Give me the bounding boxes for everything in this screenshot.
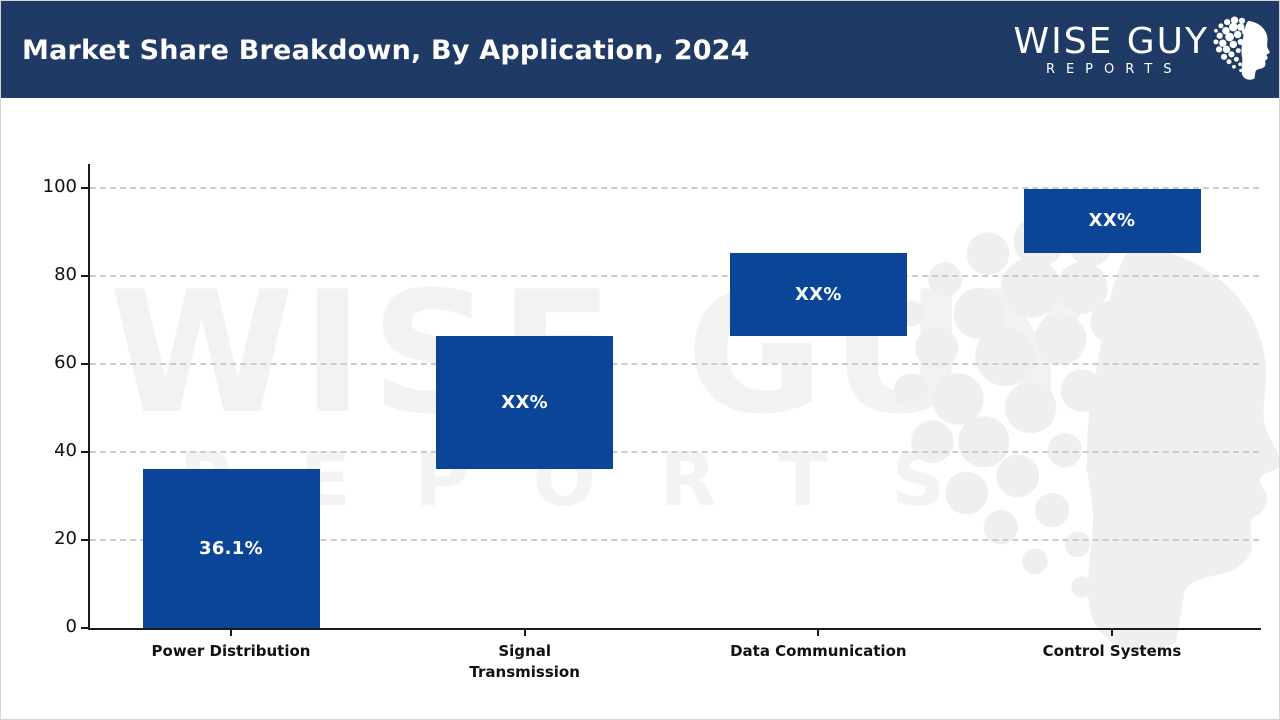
y-tick-mark-0 <box>81 627 88 629</box>
x-tick-mark-4 <box>1111 630 1113 636</box>
y-tick-mark-100 <box>81 187 88 189</box>
x-axis-spine <box>88 628 1261 630</box>
gridline-60 <box>90 363 1259 365</box>
y-tick-label-20: 20 <box>54 528 77 549</box>
category-label-3: Data Communication <box>730 642 907 660</box>
logo-reports-text: REPORTS <box>1045 62 1183 78</box>
page-title: Market Share Breakdown, By Application, … <box>22 35 750 66</box>
x-tick-mark-2 <box>523 630 526 636</box>
bar-1: 36.1% <box>142 469 320 628</box>
bar-3: XX% <box>729 253 907 336</box>
x-tick-mark-3 <box>817 630 820 636</box>
y-tick-mark-80 <box>81 275 88 277</box>
logo-head-icon <box>1213 16 1270 80</box>
category-label-4: Control Systems <box>1042 642 1182 660</box>
y-tick-mark-60 <box>81 363 88 365</box>
bar-value-label: XX% <box>794 283 842 305</box>
bar-value-label: XX% <box>1088 210 1136 232</box>
category-label-1: Power Distribution <box>151 642 311 660</box>
y-tick-mark-40 <box>81 451 88 453</box>
bar-2: XX% <box>436 335 614 470</box>
y-axis-spine <box>88 164 90 630</box>
logo-wiseguy-text: WISE GUY <box>1013 20 1209 62</box>
y-tick-label-0: 0 <box>65 616 77 637</box>
logo-text: WISE GUY REPORTS <box>1013 20 1210 78</box>
gridline-40 <box>90 451 1259 453</box>
gridline-80 <box>90 275 1259 277</box>
bar-value-label: XX% <box>501 391 548 413</box>
y-tick-label-60: 60 <box>54 352 77 373</box>
gridline-20 <box>90 539 1259 541</box>
y-tick-label-80: 80 <box>54 264 77 285</box>
bar-4: XX% <box>1023 188 1201 254</box>
x-tick-mark-1 <box>230 630 232 636</box>
bar-value-label: 36.1% <box>199 538 263 560</box>
wiseguy-logo: WISE GUY REPORTS <box>1014 7 1274 93</box>
gridline-100 <box>90 187 1259 189</box>
category-label-2: Signal Transmission <box>469 642 580 681</box>
y-tick-mark-20 <box>81 539 88 541</box>
y-tick-label-100: 100 <box>42 176 77 197</box>
watermark-head-graphic <box>893 215 1279 652</box>
header-band: Market Share Breakdown, By Application, … <box>1 1 1279 98</box>
y-tick-label-40: 40 <box>54 440 77 461</box>
